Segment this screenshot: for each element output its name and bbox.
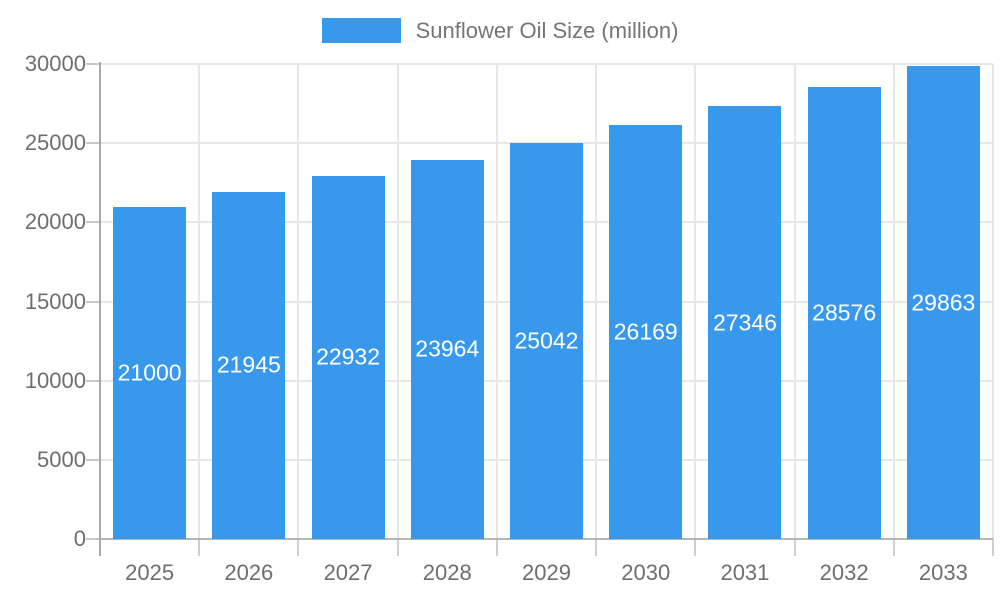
x-axis-label: 2033 xyxy=(918,560,968,585)
bar-2032[interactable]: 28576 xyxy=(807,86,881,539)
x-axis-label: 2026 xyxy=(224,560,274,585)
x-axis-tick xyxy=(198,539,201,556)
gridline-vertical xyxy=(694,64,697,539)
bar-value-label: 28576 xyxy=(812,299,877,326)
legend[interactable]: Sunflower Oil Size (million) xyxy=(0,18,1000,43)
y-axis-label: 30000 xyxy=(24,51,86,76)
gridline-vertical xyxy=(595,64,598,539)
bar-2025[interactable]: 21000 xyxy=(113,206,187,539)
y-axis-tick xyxy=(86,300,100,303)
gridline-vertical xyxy=(396,64,399,539)
bar-2029[interactable]: 25042 xyxy=(510,142,583,539)
x-axis-label: 2025 xyxy=(125,560,175,585)
bar-value-label: 26169 xyxy=(613,318,678,345)
y-axis-tick xyxy=(86,142,100,145)
y-axis-line xyxy=(99,62,101,556)
bar-2031[interactable]: 27346 xyxy=(708,106,782,539)
plot-area: 0 5000 10000 15000 20000 25000 30000 21000 2025 2… xyxy=(25,51,994,585)
bar-2030[interactable]: 26169 xyxy=(609,124,683,539)
bar-2026[interactable]: 21945 xyxy=(212,191,286,539)
gridline-vertical xyxy=(297,64,300,539)
x-axis-label: 2032 xyxy=(819,560,869,585)
x-axis-tick xyxy=(694,539,697,556)
gridline-vertical xyxy=(992,64,994,539)
bar-value-label: 23964 xyxy=(415,335,480,362)
x-axis-tick xyxy=(793,539,796,556)
bar-value-label: 21945 xyxy=(216,351,281,378)
bar-value-label: 29863 xyxy=(911,289,976,316)
y-axis-label: 5000 xyxy=(37,446,86,472)
bar-value-label: 22932 xyxy=(316,343,381,370)
x-axis-tick xyxy=(495,539,498,556)
bar-2033[interactable]: 29863 xyxy=(906,66,980,539)
x-axis-label: 2031 xyxy=(720,560,770,585)
y-axis-tick xyxy=(86,538,100,540)
x-axis-tick xyxy=(297,539,300,556)
x-axis-label: 2028 xyxy=(422,560,472,585)
x-axis-label: 2029 xyxy=(522,560,571,585)
gridline-vertical xyxy=(793,64,796,539)
y-axis-label: 20000 xyxy=(24,209,86,235)
x-axis-tick xyxy=(992,539,994,556)
x-axis-label: 2027 xyxy=(323,560,373,585)
y-axis-label: 0 xyxy=(73,526,86,551)
y-axis-tick xyxy=(86,379,100,382)
x-axis-tick xyxy=(396,539,399,556)
y-axis-label: 25000 xyxy=(24,130,86,156)
y-axis-label: 10000 xyxy=(24,367,86,393)
bar-2027[interactable]: 22932 xyxy=(311,175,385,539)
bar-2028[interactable]: 23964 xyxy=(410,159,484,539)
x-axis-tick xyxy=(892,539,895,556)
gridline-vertical xyxy=(198,64,201,539)
bar-value-label: 21000 xyxy=(117,359,182,386)
legend-label: Sunflower Oil Size (million) xyxy=(415,18,679,43)
legend-swatch xyxy=(321,18,401,43)
y-axis-label: 15000 xyxy=(24,288,86,314)
x-axis-line xyxy=(100,538,993,540)
x-axis-label: 2030 xyxy=(621,560,671,585)
y-axis-tick xyxy=(86,221,100,224)
y-axis-tick xyxy=(86,63,100,65)
y-axis-tick xyxy=(86,458,100,461)
gridline-vertical xyxy=(892,64,895,539)
x-axis-tick xyxy=(595,539,598,556)
bar-value-label: 27346 xyxy=(712,309,777,336)
gridline-horizontal xyxy=(100,63,993,65)
bar-value-label: 25042 xyxy=(514,327,579,354)
gridline-vertical xyxy=(495,64,498,539)
